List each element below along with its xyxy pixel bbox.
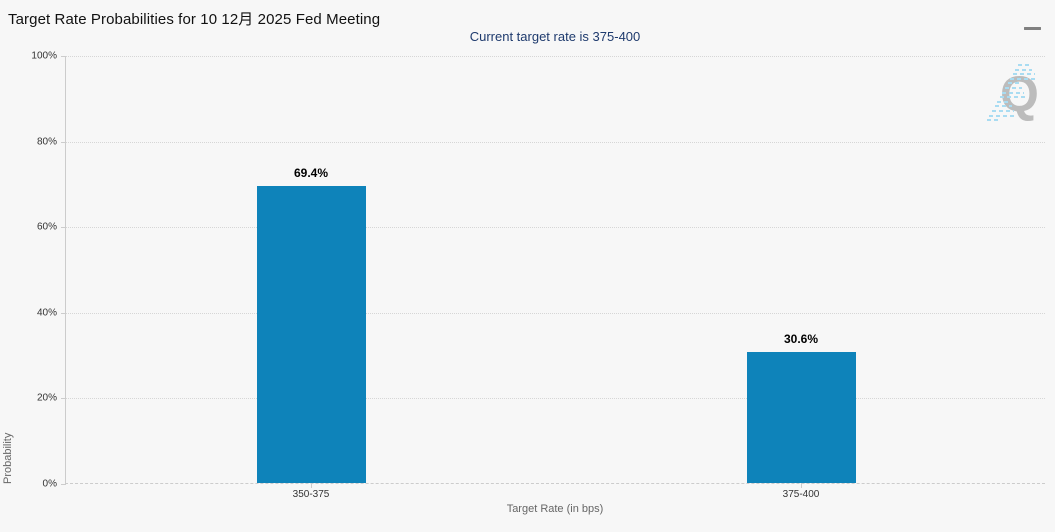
y-tick-mark (61, 227, 66, 229)
bar-350-375[interactable] (256, 185, 366, 483)
gridline-20% (66, 398, 1045, 400)
y-axis-title: Probability (2, 432, 14, 484)
plot-area: 0% 20% 40% 60% 80% 100% 69.4% 350-375 30.6% 375-4… (31, 51, 1045, 500)
x-axis-title: Target Rate (in bps) (506, 503, 604, 515)
y-tick-mark (61, 56, 66, 57)
y-tick-label: 100% (31, 50, 57, 62)
y-tick-label: 60% (36, 221, 57, 233)
y-tick-label: 0% (42, 478, 57, 490)
gridline-60% (66, 227, 1045, 229)
chart-title: Target Rate Probabilities for 10 12月 202… (8, 11, 381, 28)
x-tick-label: 375-400 (782, 489, 820, 500)
y-tick-mark (61, 141, 66, 143)
bar-375-400[interactable] (746, 352, 856, 483)
gridline-100% (66, 56, 1045, 57)
x-tick-mark (801, 483, 802, 488)
y-tick-mark (61, 484, 66, 485)
y-tick-mark (61, 398, 66, 400)
x-tick-mark (311, 483, 312, 488)
y-tick-label: 80% (36, 136, 57, 148)
x-tick-label: 350-375 (292, 489, 330, 500)
bar-value-label: 30.6% (783, 332, 819, 347)
y-tick-label: 20% (36, 392, 57, 404)
chart-subtitle: Current target rate is 375-400 (469, 29, 641, 44)
y-tick-mark (61, 312, 66, 314)
y-tick-label: 40% (36, 307, 57, 319)
gridline-40% (66, 312, 1045, 314)
gridline-80% (66, 141, 1045, 143)
menu-button[interactable] (1019, 8, 1045, 30)
bar-value-label: 69.4% (293, 165, 329, 180)
